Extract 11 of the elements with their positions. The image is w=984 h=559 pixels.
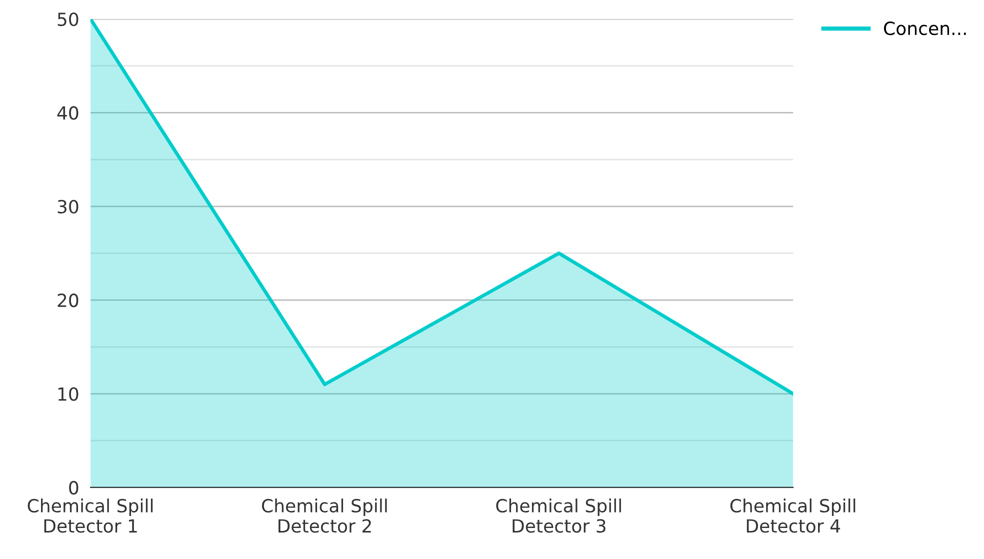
legend-label: Concen... bbox=[884, 22, 966, 36]
x-tick-label: Chemical Spill Detector 1 bbox=[28, 498, 153, 533]
x-tick-label: Chemical Spill Detector 2 bbox=[262, 498, 387, 533]
x-tick-label: Chemical Spill Detector 4 bbox=[730, 498, 856, 533]
y-tick-label: 20 bbox=[58, 294, 78, 308]
y-tick-label: 30 bbox=[58, 200, 78, 214]
y-tick-label: 40 bbox=[57, 106, 78, 120]
y-tick-label: 50 bbox=[58, 12, 78, 26]
y-tick-label: 0 bbox=[69, 480, 78, 495]
x-tick-label: Chemical Spill Detector 3 bbox=[496, 498, 621, 533]
y-tick-label: 10 bbox=[58, 387, 78, 401]
